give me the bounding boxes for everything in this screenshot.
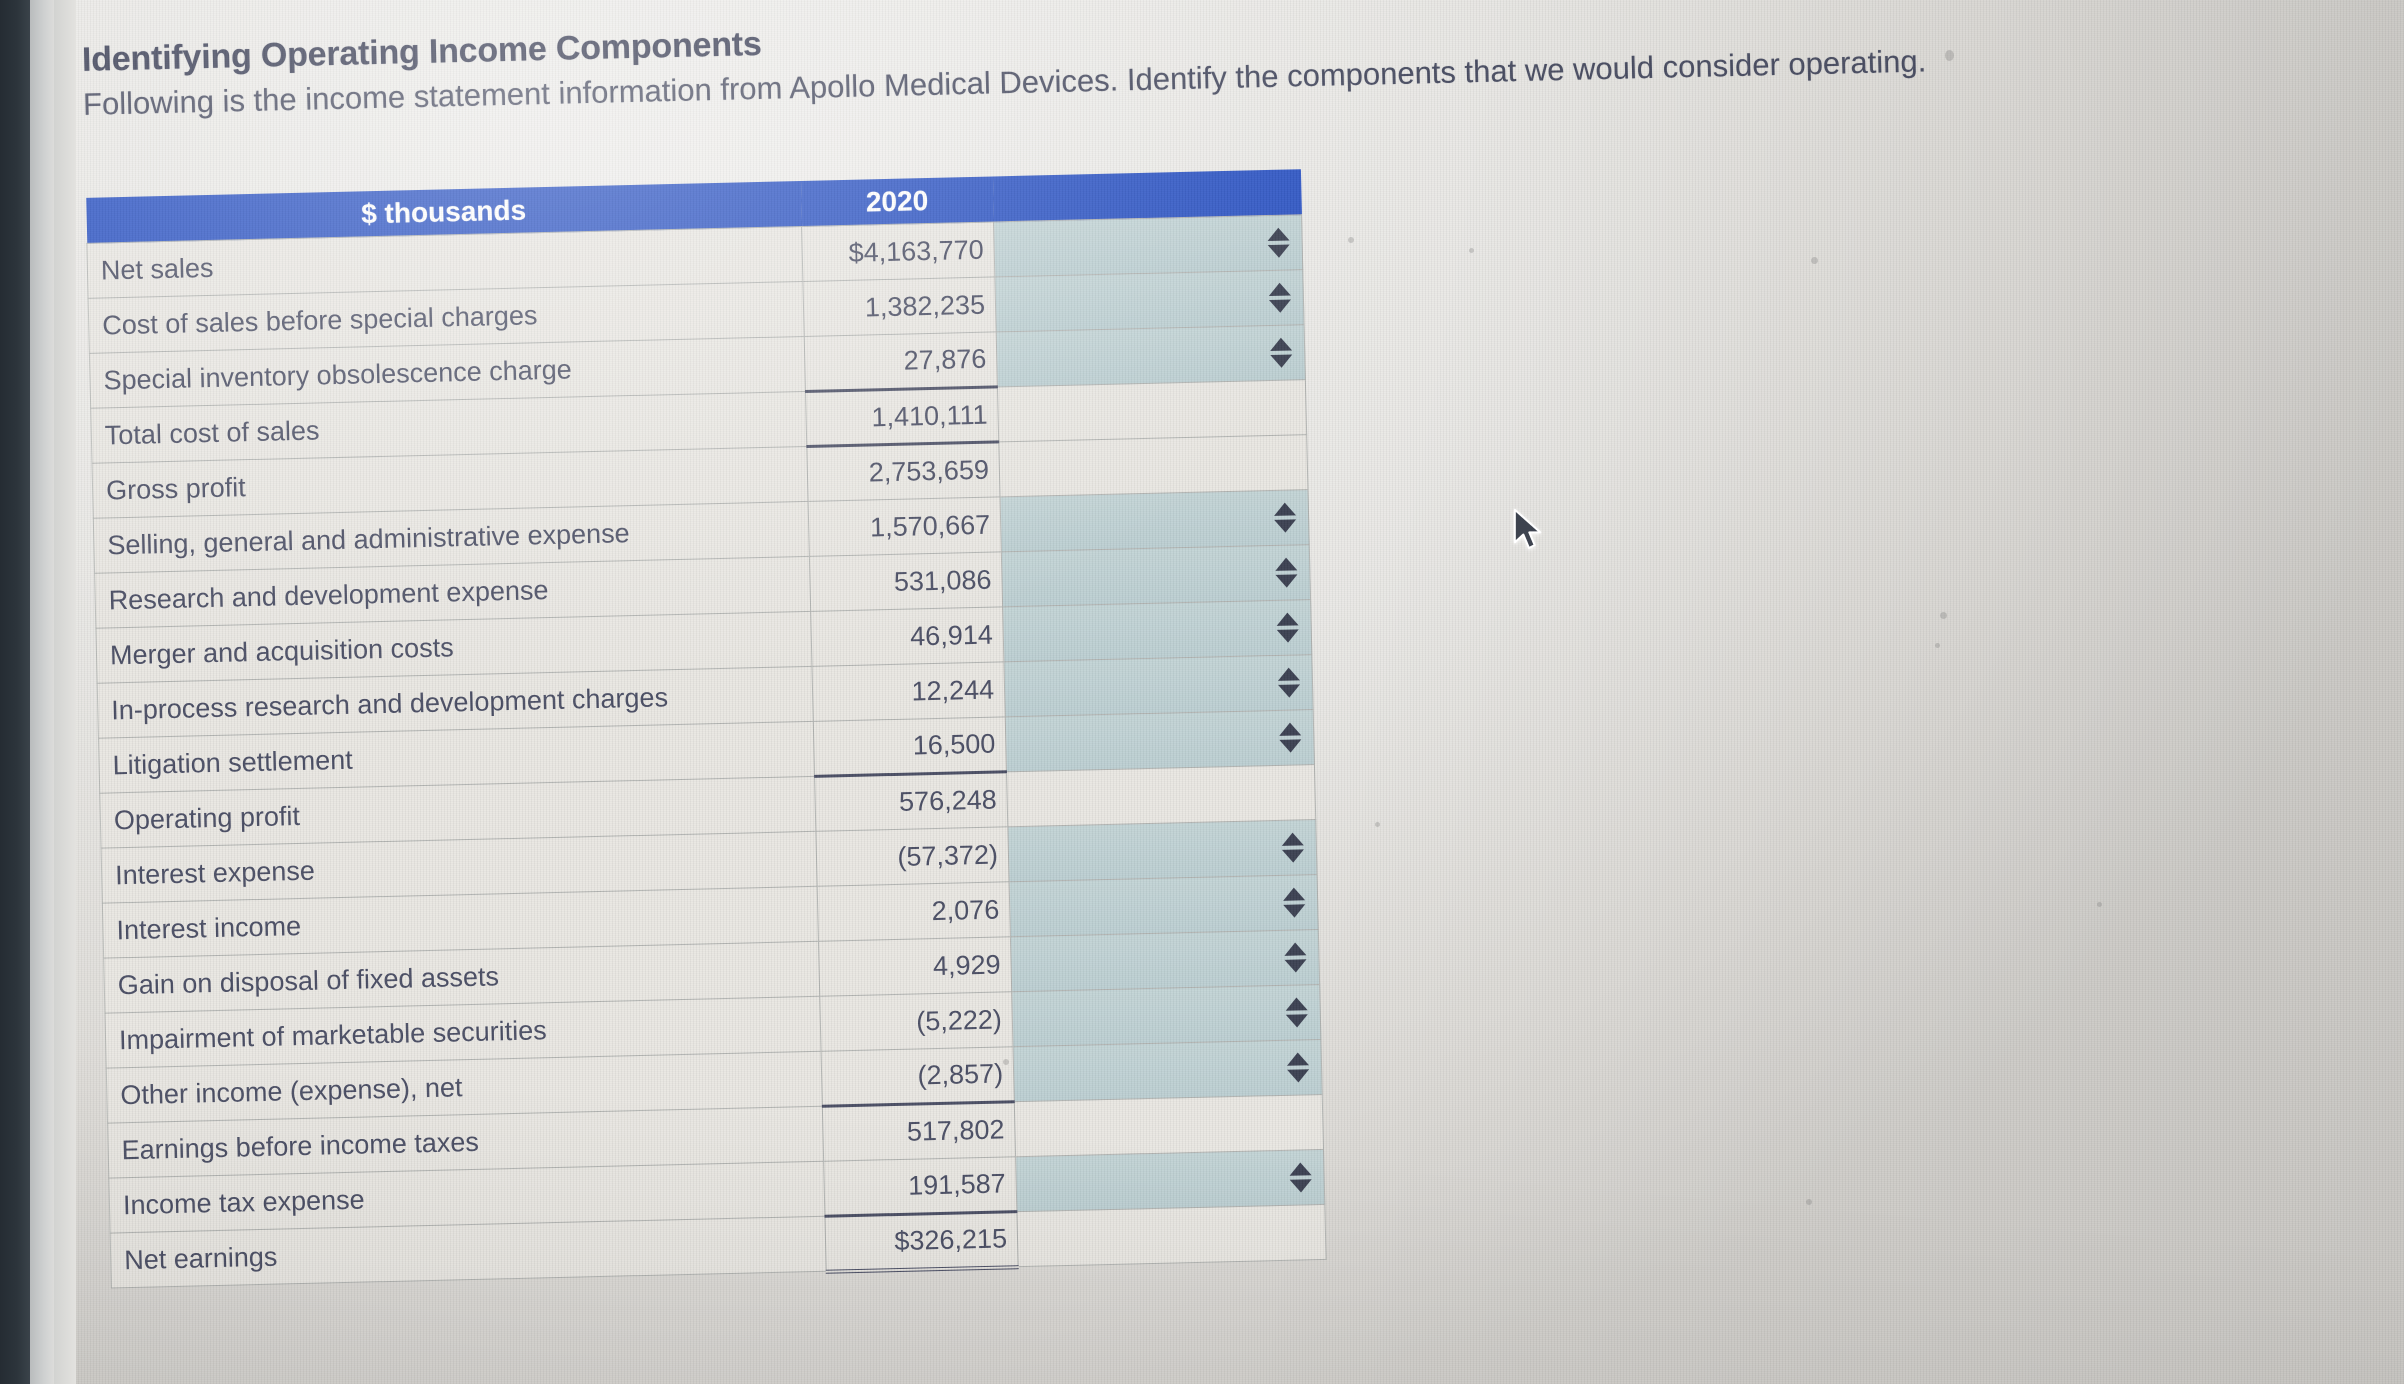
row-value: 576,248 [814, 771, 1008, 832]
row-value: 1,410,111 [805, 386, 999, 447]
up-down-spinner-icon[interactable] [1278, 720, 1302, 755]
monitor-bezel-dark [0, 0, 30, 1384]
page-gutter [54, 0, 76, 1384]
classification-select[interactable] [1012, 1039, 1323, 1102]
column-header-year: 2020 [800, 176, 994, 227]
row-value: 12,244 [811, 661, 1006, 722]
classification-select[interactable] [1015, 1149, 1325, 1212]
up-down-spinner-icon[interactable] [1289, 1160, 1313, 1195]
row-value: 16,500 [813, 716, 1007, 777]
up-down-spinner-icon[interactable] [1268, 280, 1292, 315]
mouse-pointer-icon [1513, 508, 1542, 549]
up-down-spinner-icon[interactable] [1286, 1050, 1310, 1085]
row-value: 46,914 [810, 606, 1004, 667]
classification-select[interactable] [1003, 654, 1314, 717]
up-down-spinner-icon[interactable] [1281, 830, 1305, 865]
classification-select[interactable] [1001, 544, 1311, 607]
up-down-spinner-icon[interactable] [1267, 225, 1290, 260]
classification-select[interactable] [1002, 599, 1312, 662]
classification-empty-cell [1014, 1094, 1324, 1157]
row-value: 2,753,659 [806, 441, 1001, 502]
up-down-spinner-icon[interactable] [1282, 885, 1306, 920]
classification-empty-cell [998, 434, 1308, 497]
classification-empty-cell [1006, 764, 1316, 827]
income-statement-container: $ thousands 2020 Net sales $4,163,770 Cost… [85, 169, 1327, 1290]
classification-select[interactable] [993, 214, 1303, 277]
page-title: Identifying Operating Income Components [81, 24, 763, 79]
classification-select[interactable] [1009, 874, 1319, 937]
row-value: 1,382,235 [802, 276, 997, 337]
classification-select[interactable] [1007, 819, 1318, 882]
row-value: 27,876 [804, 331, 998, 392]
row-value: (5,222) [819, 991, 1013, 1052]
classification-select[interactable] [1011, 984, 1321, 1047]
classification-empty-cell [1016, 1204, 1327, 1267]
classification-select[interactable] [996, 324, 1306, 387]
up-down-spinner-icon[interactable] [1276, 610, 1300, 645]
classification-select[interactable] [994, 269, 1305, 332]
classification-empty-cell [997, 379, 1307, 442]
row-value: $326,215 [824, 1211, 1019, 1272]
classification-select[interactable] [1005, 709, 1315, 772]
classification-select[interactable] [1000, 489, 1310, 552]
classification-select[interactable] [1010, 929, 1320, 992]
up-down-spinner-icon[interactable] [1275, 555, 1298, 590]
table-body: Net sales $4,163,770 Cost of sales before … [86, 214, 1327, 1289]
row-value: (57,372) [815, 826, 1010, 887]
row-value: 191,587 [823, 1156, 1017, 1217]
row-value: (2,857) [821, 1046, 1015, 1107]
row-value: 4,929 [818, 936, 1012, 997]
column-header-classification [992, 169, 1302, 222]
up-down-spinner-icon[interactable] [1273, 500, 1297, 535]
up-down-spinner-icon[interactable] [1284, 940, 1307, 975]
up-down-spinner-icon[interactable] [1285, 995, 1309, 1030]
up-down-spinner-icon[interactable] [1277, 665, 1301, 700]
row-value: $4,163,770 [801, 221, 995, 282]
row-value: 517,802 [822, 1101, 1016, 1162]
row-value: 531,086 [809, 551, 1003, 612]
income-statement-table: $ thousands 2020 Net sales $4,163,770 Cost… [85, 169, 1327, 1290]
row-value: 1,570,667 [808, 496, 1002, 557]
up-down-spinner-icon[interactable] [1269, 335, 1293, 370]
monitor-bezel-light [30, 0, 54, 1384]
row-value: 2,076 [817, 881, 1011, 942]
